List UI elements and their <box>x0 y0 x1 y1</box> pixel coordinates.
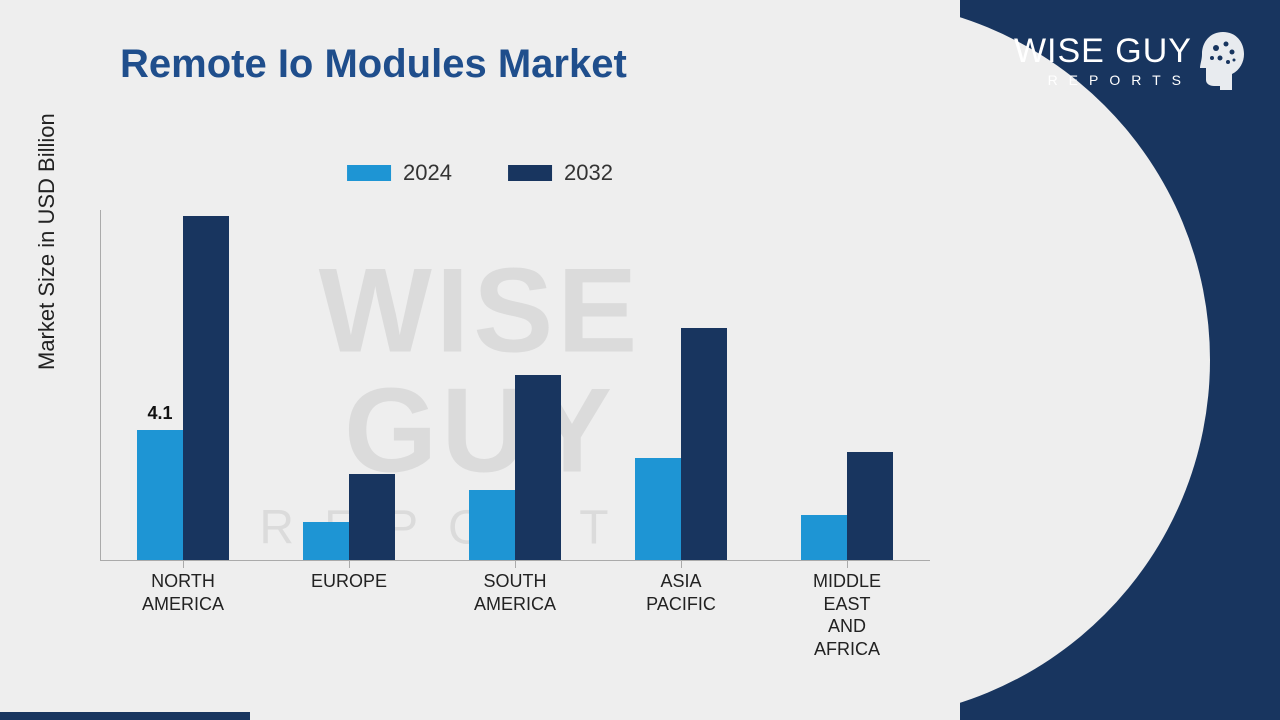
y-axis-label: Market Size in USD Billion <box>34 113 60 370</box>
bar-2024 <box>469 490 515 560</box>
category-label: EUROPE <box>279 570 419 593</box>
bar-2032 <box>847 452 893 560</box>
category-label: MIDDLEEASTANDAFRICA <box>777 570 917 660</box>
x-tick <box>847 560 848 568</box>
logo-text-bottom: REPORTS <box>1014 72 1192 88</box>
y-axis-line <box>100 210 101 560</box>
bar-group <box>137 216 229 560</box>
bar-2024 <box>635 458 681 560</box>
category-label: ASIAPACIFIC <box>611 570 751 615</box>
bar-group <box>801 452 893 560</box>
brand-logo: WISE GUY REPORTS <box>1014 34 1250 90</box>
legend-item-2032: 2032 <box>508 160 613 186</box>
bar-group <box>635 328 727 560</box>
x-tick <box>681 560 682 568</box>
category-label: SOUTHAMERICA <box>445 570 585 615</box>
x-tick <box>183 560 184 568</box>
legend-label-2024: 2024 <box>403 160 452 186</box>
bar-value-label: 4.1 <box>147 403 172 424</box>
bar-group <box>303 474 395 560</box>
category-label: NORTHAMERICA <box>113 570 253 615</box>
legend-label-2032: 2032 <box>564 160 613 186</box>
legend-item-2024: 2024 <box>347 160 452 186</box>
bar-2024 <box>801 515 847 560</box>
chart-canvas: WISE GUY REPORTS WISE GUY REPORTS <box>0 0 1280 720</box>
sidebar-panel: WISE GUY REPORTS <box>960 0 1280 720</box>
x-tick <box>515 560 516 568</box>
bar-group <box>469 375 561 560</box>
bottom-accent-bar <box>0 712 250 720</box>
chart-title: Remote Io Modules Market <box>120 42 627 87</box>
bar-2024 <box>303 522 349 560</box>
legend: 2024 2032 <box>347 160 613 186</box>
logo-text-top: WISE GUY <box>1014 34 1192 68</box>
chart-area: WISE GUY REPORTS Remote Io Modules Marke… <box>0 0 960 720</box>
plot-region: NORTHAMERICA4.1EUROPESOUTHAMERICAASIAPAC… <box>100 210 930 560</box>
bar-2032 <box>183 216 229 560</box>
bar-2032 <box>515 375 561 560</box>
bar-2032 <box>681 328 727 560</box>
bar-2032 <box>349 474 395 560</box>
legend-swatch-2032 <box>508 165 552 181</box>
bar-2024 <box>137 430 183 560</box>
head-icon <box>1196 30 1250 90</box>
x-tick <box>349 560 350 568</box>
legend-swatch-2024 <box>347 165 391 181</box>
